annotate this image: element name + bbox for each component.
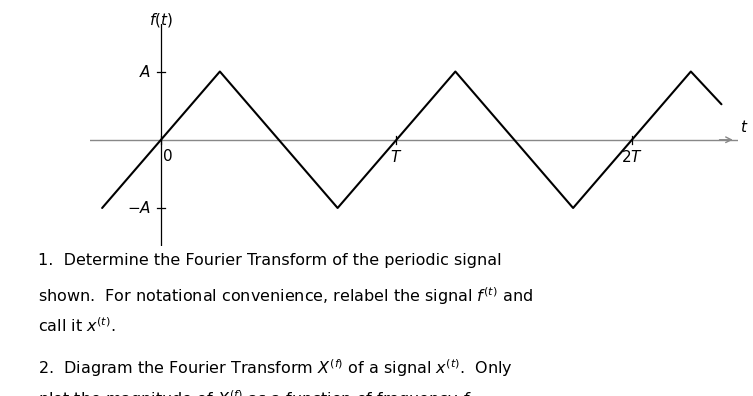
Text: $t$: $t$ [740,119,748,135]
Text: $A$: $A$ [139,63,151,80]
Text: $T$: $T$ [390,148,403,165]
Text: call it $x^{(t)}$.: call it $x^{(t)}$. [38,316,115,335]
Text: $-A$: $-A$ [127,200,151,216]
Text: 0: 0 [163,148,173,164]
Text: 2.  Diagram the Fourier Transform $X^{(f)}$ of a signal $x^{(t)}$.  Only: 2. Diagram the Fourier Transform $X^{(f)… [38,357,513,379]
Text: shown.  For notational convenience, relabel the signal $f^{(t)}$ and: shown. For notational convenience, relab… [38,285,532,307]
Text: $2T$: $2T$ [621,148,643,165]
Text: $f(t)$: $f(t)$ [149,11,173,29]
Text: 1.  Determine the Fourier Transform of the periodic signal: 1. Determine the Fourier Transform of th… [38,253,501,268]
Text: plot the magnitude of $X^{(f)}$ as a function of frequency $f$.: plot the magnitude of $X^{(f)}$ as a fun… [38,388,473,396]
